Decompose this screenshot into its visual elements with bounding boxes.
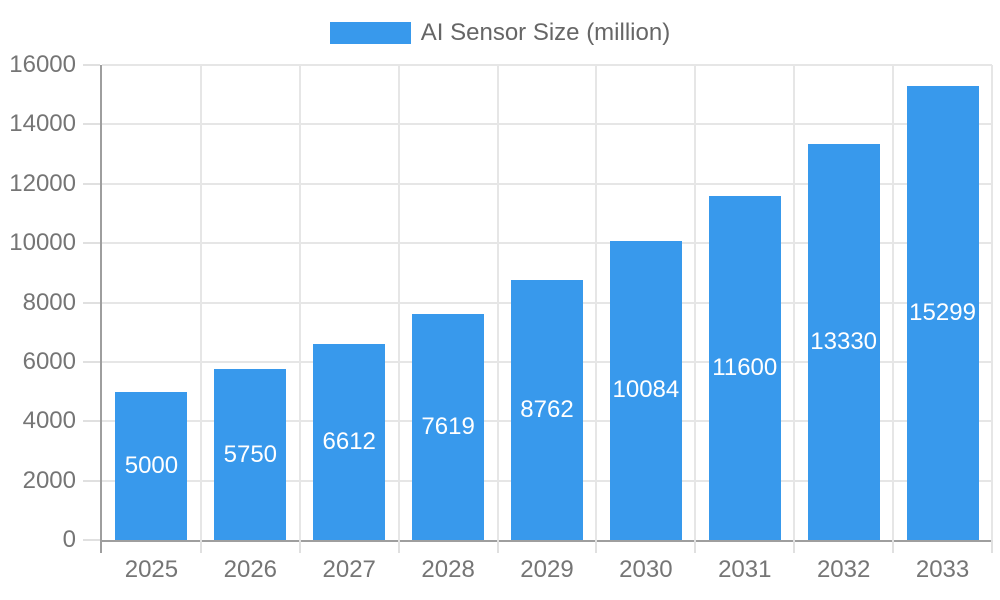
x-tick-mark (991, 540, 993, 553)
plot-area: 5000 5750 6612 7619 8762 10084 11600 13330 15299 (102, 64, 993, 540)
y-axis-line (100, 65, 102, 553)
y-tick-mark (83, 539, 100, 541)
x-tick-mark (397, 540, 400, 553)
bar-value-label: 5750 (223, 440, 278, 468)
horizontal-gridline (102, 242, 992, 245)
horizontal-gridline (102, 182, 992, 185)
vertical-gridline (298, 65, 301, 540)
bar-2029[interactable]: 8762 (511, 279, 583, 540)
x-axis-category-label: 2026 (223, 556, 278, 583)
horizontal-gridline (102, 64, 992, 66)
x-axis-line (102, 540, 992, 542)
y-axis-tick-label: 2000 (22, 466, 76, 494)
bar-2028[interactable]: 7619 (412, 313, 485, 540)
y-tick-mark (83, 242, 100, 245)
x-tick-mark (199, 540, 202, 553)
y-tick-mark (83, 64, 100, 66)
y-tick-mark (83, 123, 100, 126)
y-axis-tick-label: 0 (62, 526, 76, 553)
y-axis-tick-label: 4000 (22, 407, 76, 435)
y-axis-tick-label: 6000 (22, 347, 76, 375)
y-axis-tick-label: 12000 (9, 169, 76, 197)
x-axis-category-label: 2031 (718, 556, 772, 583)
vertical-gridline (793, 65, 796, 540)
vertical-gridline (694, 65, 697, 540)
x-tick-mark (298, 540, 301, 553)
x-axis-category-label: 2027 (322, 556, 376, 583)
vertical-gridline (595, 65, 598, 540)
bar-2032[interactable]: 13330 (807, 144, 880, 540)
vertical-gridline (397, 65, 400, 540)
x-tick-mark (595, 540, 598, 553)
x-axis-category-label: 2033 (915, 556, 970, 583)
x-tick-mark (793, 540, 796, 553)
bar-2030[interactable]: 10084 (609, 240, 682, 540)
bar-value-label: 7619 (421, 412, 475, 440)
x-axis-category-label: 2028 (421, 556, 475, 583)
y-tick-mark (83, 360, 100, 363)
y-tick-mark (83, 479, 100, 482)
y-axis-tick-label: 16000 (9, 51, 76, 78)
y-axis-tick-label: 10000 (9, 229, 76, 257)
bar-value-label: 13330 (810, 328, 878, 356)
x-tick-mark (892, 540, 895, 553)
bar-value-label: 5000 (124, 451, 179, 479)
x-axis-category-label: 2029 (520, 556, 574, 583)
legend-item[interactable]: AI Sensor Size (million) (0, 21, 1000, 45)
x-axis-category-label: 2030 (619, 556, 673, 583)
bar-2025[interactable]: 5000 (115, 391, 188, 540)
x-axis-category-label: 2032 (816, 556, 871, 583)
vertical-gridline (199, 65, 202, 540)
x-axis-category-label: 2025 (124, 556, 179, 583)
horizontal-gridline (102, 123, 992, 126)
y-tick-mark (83, 420, 100, 423)
bar-value-label: 6612 (322, 427, 376, 455)
vertical-gridline (496, 65, 499, 540)
bar-value-label: 11600 (712, 353, 778, 381)
bar-2026[interactable]: 5750 (214, 369, 287, 540)
vertical-gridline (991, 65, 993, 540)
y-tick-mark (83, 301, 100, 304)
x-tick-mark (694, 540, 697, 553)
vertical-gridline (892, 65, 895, 540)
bar-2027[interactable]: 6612 (313, 343, 386, 540)
bar-2031[interactable]: 11600 (708, 195, 781, 540)
bar-2033[interactable]: 15299 (906, 85, 979, 540)
bar-value-label: 10084 (612, 376, 680, 404)
bar-value-label: 8762 (520, 395, 574, 423)
legend-swatch-icon (329, 22, 411, 44)
y-axis-tick-label: 8000 (22, 288, 76, 316)
bar-value-label: 15299 (909, 298, 976, 326)
x-tick-mark (496, 540, 499, 553)
y-tick-mark (83, 182, 100, 185)
legend-label: AI Sensor Size (million) (420, 19, 671, 46)
y-axis-tick-label: 14000 (9, 110, 76, 138)
